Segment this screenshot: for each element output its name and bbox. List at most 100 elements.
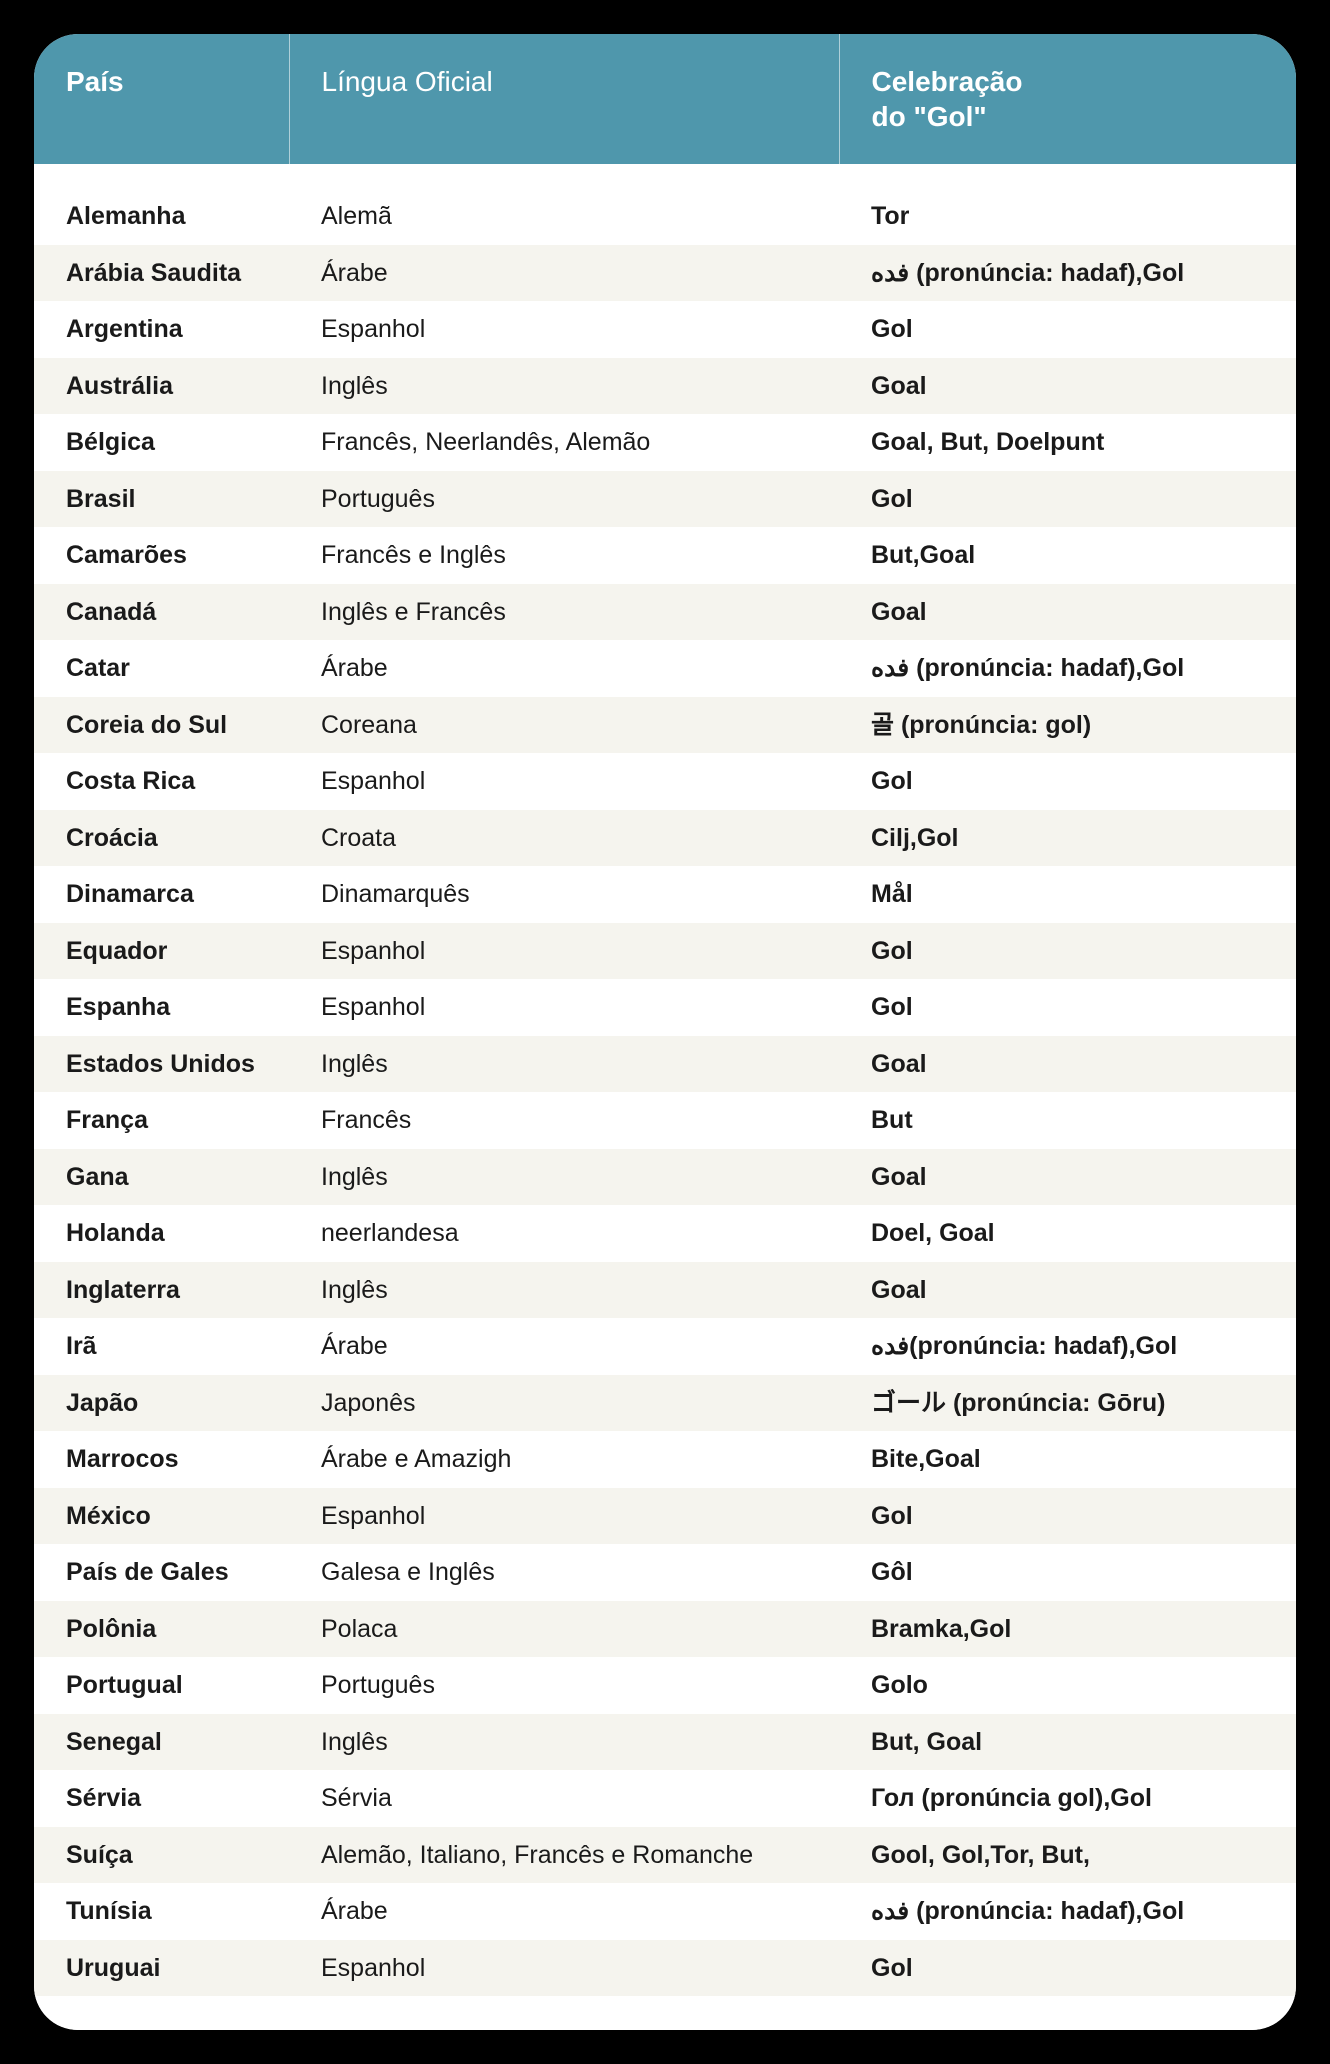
cell-language: Árabe e Amazigh (289, 1431, 839, 1488)
table-body: AlemanhaAlemãTorArábia SauditaÁrabeفده (… (34, 164, 1296, 2030)
cell-goal: فده(pronúncia: hadaf),Gol (839, 1318, 1296, 1375)
cell-language: Árabe (289, 245, 839, 302)
cell-country: Uruguai (34, 1940, 289, 1997)
cell-goal: Gol (839, 979, 1296, 1036)
cell-language: Espanhol (289, 1488, 839, 1545)
cell-language: Alemão, Italiano, Francês e Romanche (289, 1827, 839, 1884)
table-row: BélgicaFrancês, Neerlandês, AlemãoGoal, … (34, 414, 1296, 471)
cell-country: Japão (34, 1375, 289, 1432)
table-row: HolandaneerlandesaDoel, Goal (34, 1205, 1296, 1262)
table-row: CamarõesFrancês e InglêsBut,Goal (34, 527, 1296, 584)
cell-country: Polônia (34, 1601, 289, 1658)
cell-goal: But,Goal (839, 527, 1296, 584)
cell-goal: Cilj,Gol (839, 810, 1296, 867)
cell-language: Espanhol (289, 979, 839, 1036)
cell-language: Espanhol (289, 753, 839, 810)
table-row: CanadáInglês e FrancêsGoal (34, 584, 1296, 641)
cell-language: Árabe (289, 1318, 839, 1375)
cell-goal: Гол (pronúncia gol),Gol (839, 1770, 1296, 1827)
cell-goal: Gol (839, 1488, 1296, 1545)
cell-goal: Gol (839, 1940, 1296, 1997)
cell-country: Coreia do Sul (34, 697, 289, 754)
cell-goal: فده (pronúncia: hadaf),Gol (839, 640, 1296, 697)
table-row: PolôniaPolacaBramka,Gol (34, 1601, 1296, 1658)
table-row: SuíçaAlemão, Italiano, Francês e Romanch… (34, 1827, 1296, 1884)
table-row: JapãoJaponêsゴール (pronúncia: Gōru) (34, 1375, 1296, 1432)
cell-country: Camarões (34, 527, 289, 584)
cell-language: Árabe (289, 1883, 839, 1940)
cell-country: Suíça (34, 1827, 289, 1884)
table-row: TunísiaÁrabeفده (pronúncia: hadaf),Gol (34, 1883, 1296, 1940)
cell-goal: Gol (839, 923, 1296, 980)
cell-goal: فده (pronúncia: hadaf),Gol (839, 1883, 1296, 1940)
table-row: FrançaFrancêsBut (34, 1092, 1296, 1149)
cell-language: Polaca (289, 1601, 839, 1658)
cell-language: Inglês (289, 1036, 839, 1093)
cell-language: Croata (289, 810, 839, 867)
cell-country: Holanda (34, 1205, 289, 1262)
table-row: País de GalesGalesa e InglêsGôl (34, 1544, 1296, 1601)
table-row: SérviaSérviaГол (pronúncia gol),Gol (34, 1770, 1296, 1827)
cell-country: Equador (34, 923, 289, 980)
cell-goal: ゴール (pronúncia: Gōru) (839, 1375, 1296, 1432)
cell-language: neerlandesa (289, 1205, 839, 1262)
table-row: PortugualPortuguêsGolo (34, 1657, 1296, 1714)
header-goal-line2: do "Gol" (872, 101, 987, 132)
cell-goal: 골 (pronúncia: gol) (839, 697, 1296, 754)
cell-country: Irã (34, 1318, 289, 1375)
cell-goal: Goal (839, 1036, 1296, 1093)
cell-country: Canadá (34, 584, 289, 641)
cell-language: Francês (289, 1092, 839, 1149)
header-goal-line1: Celebração (872, 66, 1023, 97)
cell-goal: But, Goal (839, 1714, 1296, 1771)
cell-country: Brasil (34, 471, 289, 528)
table-row: CroáciaCroataCilj,Gol (34, 810, 1296, 867)
cell-language: Espanhol (289, 301, 839, 358)
cell-country: Senegal (34, 1714, 289, 1771)
cell-country: Marrocos (34, 1431, 289, 1488)
cell-goal: Doel, Goal (839, 1205, 1296, 1262)
cell-language: Inglês (289, 1262, 839, 1319)
cell-goal: Golo (839, 1657, 1296, 1714)
cell-language: Francês, Neerlandês, Alemão (289, 414, 839, 471)
cell-goal: Gol (839, 753, 1296, 810)
cell-goal: Goal (839, 1149, 1296, 1206)
cell-language: Alemã (289, 188, 839, 245)
table-row: EspanhaEspanholGol (34, 979, 1296, 1036)
header-goal: Celebração do "Gol" (839, 34, 1296, 164)
table-row: EquadorEspanholGol (34, 923, 1296, 980)
table-row: MéxicoEspanholGol (34, 1488, 1296, 1545)
table-row: Arábia SauditaÁrabeفده (pronúncia: hadaf… (34, 245, 1296, 302)
table-row: InglaterraInglêsGoal (34, 1262, 1296, 1319)
cell-country: Tunísia (34, 1883, 289, 1940)
header-language: Língua Oficial (289, 34, 839, 164)
cell-goal: But (839, 1092, 1296, 1149)
cell-language: Sérvia (289, 1770, 839, 1827)
cell-language: Árabe (289, 640, 839, 697)
cell-country: Catar (34, 640, 289, 697)
cell-country: Alemanha (34, 188, 289, 245)
cell-language: Português (289, 471, 839, 528)
cell-country: Austrália (34, 358, 289, 415)
header-country: País (34, 34, 289, 164)
table-row: Coreia do SulCoreana골 (pronúncia: gol) (34, 697, 1296, 754)
header-spacer (34, 164, 1296, 188)
table-row: UruguaiEspanholGol (34, 1940, 1296, 1997)
cell-country: Estados Unidos (34, 1036, 289, 1093)
table-header: País Língua Oficial Celebração do "Gol" (34, 34, 1296, 164)
cell-language: Francês e Inglês (289, 527, 839, 584)
cell-language: Japonês (289, 1375, 839, 1432)
cell-goal: Gol (839, 301, 1296, 358)
table-row: BrasilPortuguêsGol (34, 471, 1296, 528)
cell-goal: Goal (839, 1262, 1296, 1319)
page-frame: País Língua Oficial Celebração do "Gol" … (0, 0, 1330, 2064)
cell-language: Espanhol (289, 923, 839, 980)
cell-goal: Tor (839, 188, 1296, 245)
cell-country: Costa Rica (34, 753, 289, 810)
cell-language: Galesa e Inglês (289, 1544, 839, 1601)
cell-country: Portugual (34, 1657, 289, 1714)
cell-goal: Bramka,Gol (839, 1601, 1296, 1658)
cell-language: Português (289, 1657, 839, 1714)
table-row: GanaInglêsGoal (34, 1149, 1296, 1206)
cell-country: México (34, 1488, 289, 1545)
